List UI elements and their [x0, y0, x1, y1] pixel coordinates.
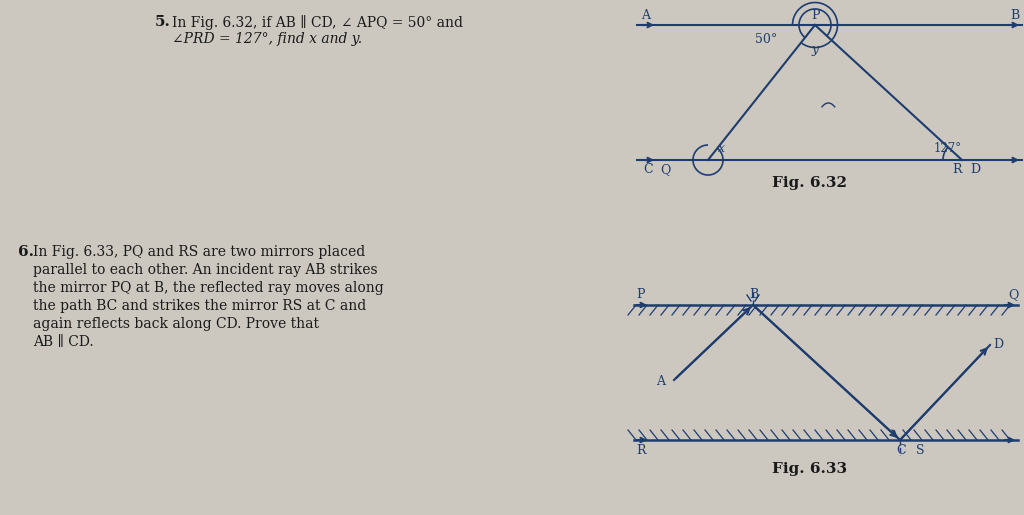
Text: 50°: 50° [755, 33, 777, 46]
Text: 5.: 5. [155, 15, 171, 29]
Text: S: S [916, 444, 925, 457]
Text: P: P [811, 9, 819, 22]
Text: Fig. 6.33: Fig. 6.33 [772, 462, 848, 476]
Text: B: B [1010, 9, 1019, 22]
Text: C: C [643, 163, 652, 176]
Text: ∠PRD = 127°, find x and y.: ∠PRD = 127°, find x and y. [172, 32, 362, 46]
Text: R: R [952, 163, 962, 176]
Text: In Fig. 6.32, if AB ∥ CD, ∠ APQ = 50° and: In Fig. 6.32, if AB ∥ CD, ∠ APQ = 50° an… [172, 15, 463, 30]
Text: x: x [718, 142, 725, 155]
Text: D: D [993, 338, 1004, 352]
Text: 6.: 6. [18, 245, 34, 259]
Text: A: A [641, 9, 650, 22]
Text: parallel to each other. An incident ray AB strikes: parallel to each other. An incident ray … [33, 263, 378, 277]
Text: AB ∥ CD.: AB ∥ CD. [33, 335, 93, 349]
Text: C: C [896, 444, 905, 457]
Text: Q: Q [660, 163, 671, 176]
Text: 127°: 127° [934, 142, 963, 155]
Text: P: P [636, 288, 644, 301]
Text: D: D [970, 163, 980, 176]
Text: In Fig. 6.33, PQ and RS are two mirrors placed: In Fig. 6.33, PQ and RS are two mirrors … [33, 245, 366, 259]
Text: the mirror PQ at B, the reflected ray moves along: the mirror PQ at B, the reflected ray mo… [33, 281, 384, 295]
Text: Fig. 6.32: Fig. 6.32 [772, 176, 848, 190]
Text: A: A [656, 375, 665, 388]
Text: again reflects back along CD. Prove that: again reflects back along CD. Prove that [33, 317, 319, 331]
Text: y: y [811, 43, 818, 56]
Text: the path BC and strikes the mirror RS at C and: the path BC and strikes the mirror RS at… [33, 299, 367, 313]
Text: B: B [749, 288, 758, 301]
Text: R: R [636, 444, 645, 457]
Text: Q: Q [1008, 288, 1019, 301]
